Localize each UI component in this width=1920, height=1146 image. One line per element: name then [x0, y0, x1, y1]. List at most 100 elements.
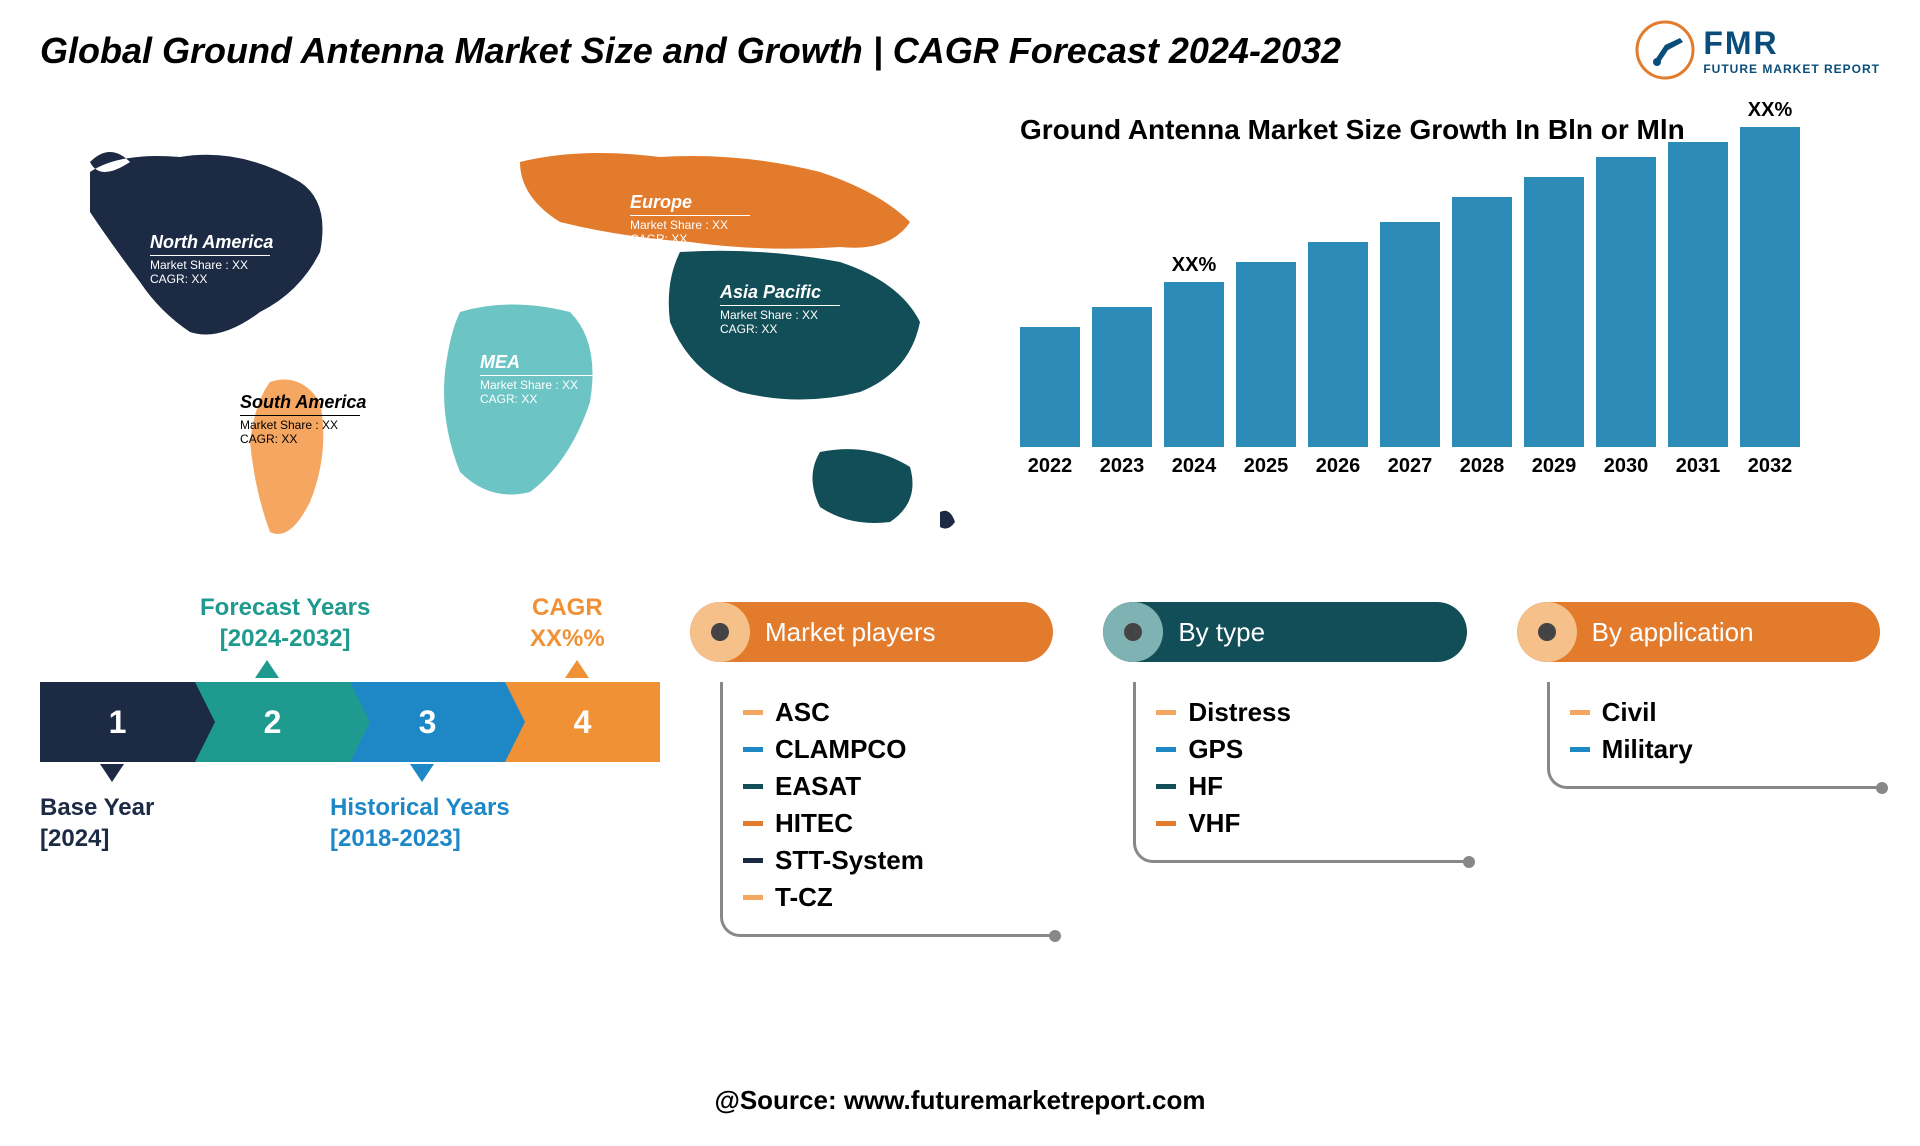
item-text: GPS [1188, 734, 1243, 765]
page-title: Global Ground Antenna Market Size and Gr… [40, 30, 1880, 72]
source-text: @Source: www.futuremarketreport.com [714, 1085, 1205, 1116]
bar-year-label: 2032 [1748, 455, 1793, 478]
category-pills: Market players ASC CLAMPCO EASAT HITEC STT-S… [690, 602, 1880, 937]
region-label-south-america: South America Market Share : XX CAGR: XX [240, 392, 366, 446]
bar-2024: XX%2024 [1164, 282, 1224, 478]
bar [1596, 157, 1656, 447]
pill-label: By application [1577, 617, 1880, 648]
pill-column: Market players ASC CLAMPCO EASAT HITEC STT-S… [690, 602, 1053, 937]
region-name: North America [150, 232, 273, 253]
item-text: ASC [775, 697, 830, 728]
pill-column: By application Civil Military [1517, 602, 1880, 937]
bar-year-label: 2024 [1172, 455, 1217, 478]
region-label-europe: Europe Market Share : XX CAGR: XX [630, 192, 750, 246]
item-text: HITEC [775, 808, 853, 839]
dash-icon [1156, 821, 1176, 826]
region-name: South America [240, 392, 366, 413]
forecast-arrow-icon [255, 660, 279, 678]
region-share: Market Share : XX [630, 218, 750, 232]
dash-icon [743, 710, 763, 715]
timeline-segment-3: 3 [350, 682, 505, 762]
item-text: EASAT [775, 771, 861, 802]
base-year-label: Base Year [2024] [40, 792, 154, 854]
item-text: Distress [1188, 697, 1291, 728]
bar-chart-section: Ground Antenna Market Size Growth In Bln… [1020, 112, 1880, 562]
bar-2028: 2028 [1452, 197, 1512, 478]
map-svg [40, 112, 990, 562]
bar-2029: 2029 [1524, 177, 1584, 478]
dash-icon [743, 821, 763, 826]
bar [1740, 127, 1800, 447]
bar-year-label: 2022 [1028, 455, 1073, 478]
bar-2025: 2025 [1236, 262, 1296, 478]
item-list: Civil Military [1547, 682, 1880, 789]
bar [1092, 307, 1152, 447]
bar-2023: 2023 [1092, 307, 1152, 478]
cagr-label: CAGR XX%% [530, 592, 605, 654]
pill-dot-icon [1103, 602, 1163, 662]
item-list: Distress GPS HF VHF [1133, 682, 1466, 863]
telescope-icon [1635, 20, 1695, 80]
bar-annotation: XX% [1172, 254, 1216, 277]
region-share: Market Share : XX [150, 258, 273, 272]
region-name: MEA [480, 352, 600, 373]
base-arrow-icon [100, 764, 124, 782]
bar-year-label: 2023 [1100, 455, 1145, 478]
region-cagr: CAGR: XX [480, 392, 600, 406]
timeline-segment-1: 1 [40, 682, 195, 762]
list-item: Civil [1570, 697, 1880, 728]
dash-icon [743, 747, 763, 752]
dash-icon [743, 895, 763, 900]
list-item: ASC [743, 697, 1053, 728]
bar-chart: 20222023XX%20242025202620272028202920302… [1020, 158, 1880, 478]
bar-2027: 2027 [1380, 222, 1440, 478]
item-list: ASC CLAMPCO EASAT HITEC STT-System T-CZ [720, 682, 1053, 937]
bar [1452, 197, 1512, 447]
dash-icon [743, 858, 763, 863]
dash-icon [1156, 784, 1176, 789]
bar-year-label: 2029 [1532, 455, 1577, 478]
historical-label: Historical Years [2018-2023] [330, 792, 510, 854]
bar-year-label: 2030 [1604, 455, 1649, 478]
region-name: Asia Pacific [720, 282, 840, 303]
dash-icon [1156, 710, 1176, 715]
bar-year-label: 2027 [1388, 455, 1433, 478]
historical-arrow-icon [410, 764, 434, 782]
bar-annotation: XX% [1748, 99, 1792, 122]
pill-label: By type [1163, 617, 1466, 648]
list-item: T-CZ [743, 882, 1053, 913]
region-share: Market Share : XX [480, 378, 600, 392]
region-label-north-america: North America Market Share : XX CAGR: XX [150, 232, 273, 286]
pill-label: Market players [750, 617, 1053, 648]
pill-dot-icon [1517, 602, 1577, 662]
item-text: Civil [1602, 697, 1657, 728]
item-text: VHF [1188, 808, 1240, 839]
bar-2022: 2022 [1020, 327, 1080, 478]
item-text: Military [1602, 734, 1693, 765]
list-item: Military [1570, 734, 1880, 765]
timeline-segment-4: 4 [505, 682, 660, 762]
item-text: HF [1188, 771, 1223, 802]
bar-2026: 2026 [1308, 242, 1368, 478]
list-item: GPS [1156, 734, 1466, 765]
pill-header: By type [1103, 602, 1466, 662]
list-item: CLAMPCO [743, 734, 1053, 765]
item-text: STT-System [775, 845, 924, 876]
dash-icon [1156, 747, 1176, 752]
list-item: EASAT [743, 771, 1053, 802]
pill-header: By application [1517, 602, 1880, 662]
region-label-asia-pacific: Asia Pacific Market Share : XX CAGR: XX [720, 282, 840, 336]
region-share: Market Share : XX [240, 418, 366, 432]
region-cagr: CAGR: XX [720, 322, 840, 336]
list-item: STT-System [743, 845, 1053, 876]
region-share: Market Share : XX [720, 308, 840, 322]
bar-year-label: 2025 [1244, 455, 1289, 478]
item-text: T-CZ [775, 882, 833, 913]
region-cagr: CAGR: XX [630, 232, 750, 246]
cagr-arrow-icon [565, 660, 589, 678]
world-map: North America Market Share : XX CAGR: XX… [40, 112, 990, 562]
region-cagr: CAGR: XX [240, 432, 366, 446]
bar [1380, 222, 1440, 447]
timeline-segment-2: 2 [195, 682, 350, 762]
list-item: Distress [1156, 697, 1466, 728]
